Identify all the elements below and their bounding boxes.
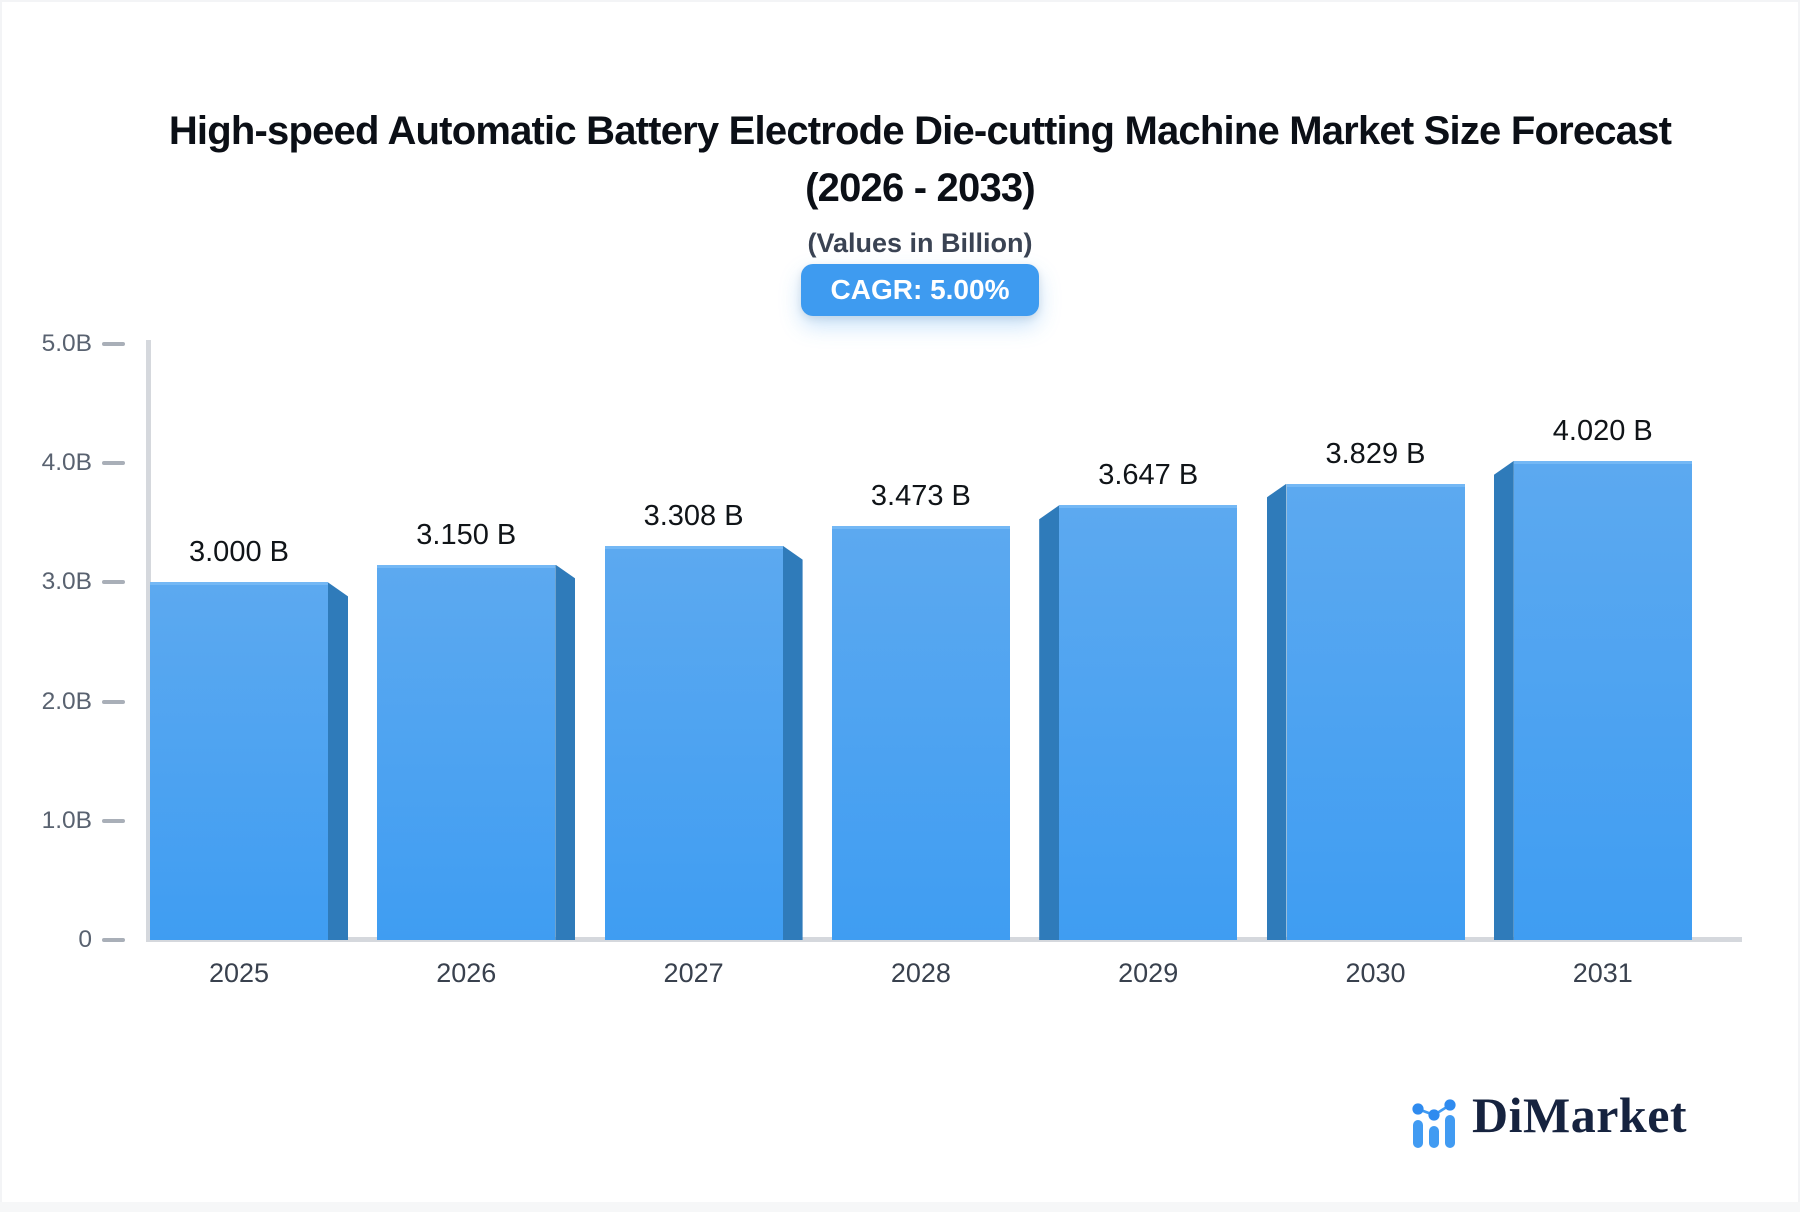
cagr-badge: CAGR: 5.00% xyxy=(800,264,1040,316)
bar-2028 xyxy=(831,526,1010,940)
bar-value-label: 3.647 B xyxy=(1098,459,1199,492)
y-axis-label: 2.0B xyxy=(41,687,92,715)
bar-value-label: 3.829 B xyxy=(1325,437,1426,470)
bar-line-chart-icon xyxy=(1408,1088,1464,1155)
bar-2029 xyxy=(1059,505,1238,940)
bar-2026 xyxy=(377,564,556,940)
bar-value-label: 3.308 B xyxy=(643,499,744,532)
y-axis-label: 1.0B xyxy=(41,806,92,834)
y-axis-tick xyxy=(102,580,125,585)
brand-logo: DiMarket xyxy=(1408,1082,1768,1152)
cagr-badge-wrap: CAGR: 5.00% xyxy=(40,264,1800,316)
bar-value-label: 3.473 B xyxy=(870,480,971,513)
bar-side xyxy=(328,582,348,940)
y-axis-label: 5.0B xyxy=(41,330,92,357)
bar-2027 xyxy=(604,545,783,940)
bar-side xyxy=(555,564,576,940)
bar-side xyxy=(1266,483,1287,940)
bar-side xyxy=(1039,505,1060,940)
bar-2030 xyxy=(1286,483,1465,940)
bar-side xyxy=(1493,460,1514,940)
x-axis-label: 2028 xyxy=(890,958,951,988)
chart-subtitle: (Values in Billion) xyxy=(807,228,1033,258)
x-axis-label: 2031 xyxy=(1572,958,1633,988)
y-axis-tick xyxy=(102,699,125,704)
y-axis-tick xyxy=(102,818,125,823)
page-title-range: (2026 - 2033) xyxy=(805,166,1036,210)
x-axis-label: 2027 xyxy=(663,958,724,988)
y-axis-tick xyxy=(102,342,125,346)
x-axis-label: 2025 xyxy=(208,958,270,988)
brand-name: DiMarket xyxy=(1472,1087,1688,1143)
y-axis-label: 4.0B xyxy=(41,449,92,477)
bar-value-label: 4.020 B xyxy=(1552,414,1653,447)
bar-value-label: 3.150 B xyxy=(416,518,517,551)
x-axis-label: 2030 xyxy=(1345,958,1406,988)
y-axis-label: 3.0B xyxy=(41,568,92,596)
y-axis-line xyxy=(146,340,151,940)
page-title: High-speed Automatic Battery Electrode D… xyxy=(168,109,1672,153)
x-axis-label: 2029 xyxy=(1118,958,1179,988)
bar-side xyxy=(782,545,803,940)
x-axis-label: 2026 xyxy=(436,958,497,988)
y-axis-tick xyxy=(102,938,125,942)
bar-2031 xyxy=(1513,460,1692,940)
bar-2025 xyxy=(150,582,328,940)
y-axis-label: 0 xyxy=(78,926,92,953)
y-axis-tick xyxy=(102,461,125,466)
bar-value-label: 3.000 B xyxy=(189,536,289,569)
